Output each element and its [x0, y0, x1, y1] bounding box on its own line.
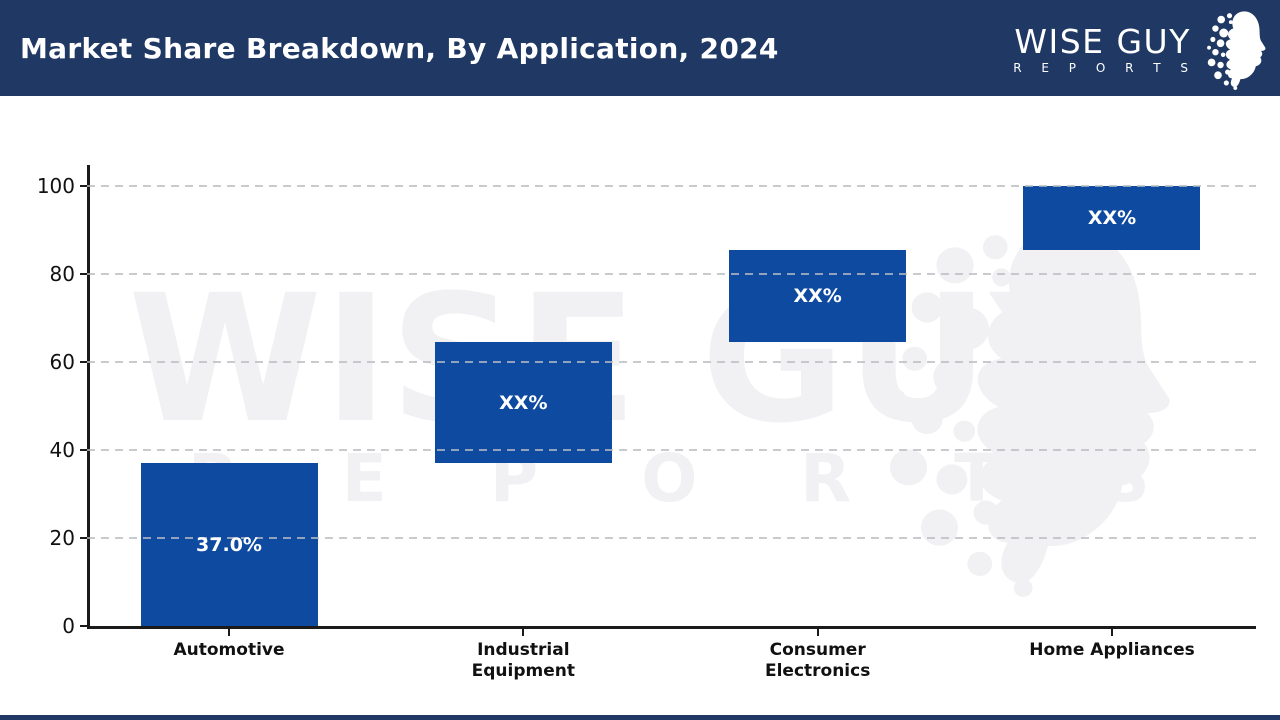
x-tick-mark [816, 628, 819, 636]
header-bar: Market Share Breakdown, By Application, … [0, 0, 1280, 96]
gridline-80 [87, 273, 1256, 275]
x-tick-mark [228, 628, 230, 636]
x-category-label-consumer-electronics: Consumer Electronics [764, 640, 871, 681]
x-axis-line [87, 626, 1256, 629]
x-category-label-home-appliances: Home Appliances [1029, 640, 1195, 660]
gridline-20 [87, 537, 1256, 539]
y-tick-mark [80, 273, 87, 275]
x-category-label-industrial-equipment: Industrial Equipment [471, 640, 576, 681]
y-tick-label: 60 [49, 350, 75, 374]
gridline-40 [87, 449, 1256, 451]
bar-value-label: XX% [793, 285, 842, 307]
brand-head-icon [1207, 11, 1266, 90]
y-tick-label: 0 [62, 614, 75, 638]
bar-home-appliances [1023, 186, 1201, 250]
bar-value-label: XX% [499, 391, 548, 414]
y-tick-mark [80, 625, 87, 627]
bar-value-label: XX% [1087, 206, 1137, 229]
brand-logo-text: WISE GUY R E P O R T S [1009, 25, 1196, 74]
y-tick-mark [80, 537, 87, 539]
gridline-100 [87, 185, 1256, 187]
gridline-60 [87, 361, 1256, 363]
x-tick-mark [522, 628, 525, 636]
y-axis-line [87, 165, 90, 628]
page-title: Market Share Breakdown, By Application, … [20, 31, 779, 65]
y-tick-label: 40 [49, 438, 75, 462]
y-tick-mark [80, 361, 87, 363]
y-tick-label: 100 [36, 174, 75, 198]
y-tick-mark [80, 185, 87, 187]
y-tick-label: 80 [49, 262, 75, 286]
footer-strip [0, 715, 1280, 720]
y-tick-label: 20 [49, 526, 75, 550]
brand-logo-sub: R E P O R T S [1013, 60, 1196, 75]
brand-logo-main: WISE GUY [1014, 21, 1191, 61]
watermark-head-icon [886, 226, 1170, 597]
bar-automotive [140, 463, 318, 626]
x-category-label-automotive: Automotive [173, 640, 285, 660]
x-tick-mark [1110, 628, 1113, 636]
brand-logo: WISE GUY R E P O R T S [1009, 6, 1266, 92]
y-tick-mark [80, 449, 87, 451]
bar-consumer-electronics [729, 249, 907, 343]
bar-value-label: 37.0% [196, 533, 262, 556]
